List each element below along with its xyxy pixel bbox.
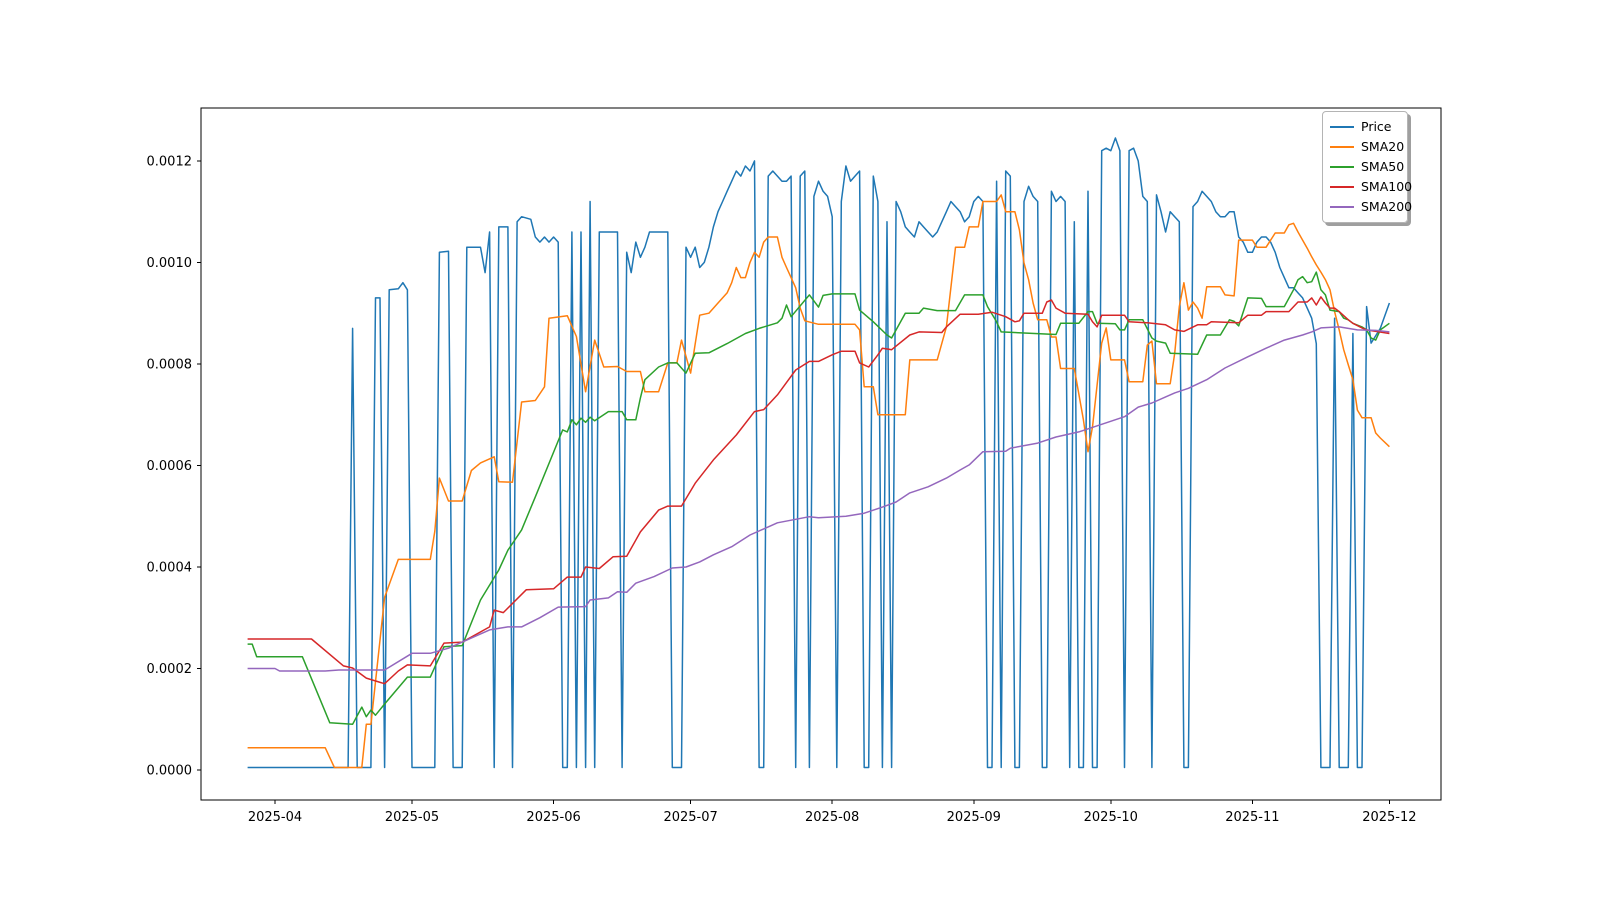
legend-label: SMA200: [1361, 199, 1413, 214]
legend-label: SMA20: [1361, 139, 1405, 154]
x-tick-label: 2025-10: [1084, 810, 1138, 825]
x-tick-label: 2025-07: [663, 810, 717, 825]
legend-line-swatch-sma100: [1330, 186, 1354, 188]
x-tick-label: 2025-06: [526, 810, 580, 825]
x-tick-label: 2025-12: [1362, 810, 1416, 825]
x-tick-label: 2025-08: [805, 810, 859, 825]
x-tick-label: 2025-11: [1225, 810, 1279, 825]
series-line-price: [247, 137, 1391, 769]
y-tick-label: 0.0004: [147, 560, 193, 575]
x-tick-label: 2025-04: [248, 810, 302, 825]
y-tick-label: 0.0006: [147, 459, 193, 474]
y-tick-label: 0.0012: [147, 154, 193, 169]
plot-border: [200, 107, 1442, 801]
legend-line-swatch-sma200: [1330, 206, 1354, 208]
legend-item-price: Price: [1330, 117, 1401, 137]
x-tick-label: 2025-05: [385, 810, 439, 825]
series-line-sma200: [247, 326, 1390, 672]
legend-item-sma50: SMA50: [1330, 157, 1405, 177]
y-tick-label: 0.0008: [147, 357, 193, 372]
series-line-sma100: [247, 296, 1390, 685]
legend-label: SMA100: [1361, 179, 1413, 194]
legend-line-swatch-price: [1330, 126, 1354, 128]
x-tick-label: 2025-09: [947, 810, 1001, 825]
series-line-sma50: [247, 271, 1390, 726]
legend-item-sma20: SMA20: [1330, 137, 1405, 157]
legend-item-sma100: SMA100: [1330, 177, 1412, 197]
legend-line-swatch-sma50: [1330, 166, 1354, 168]
y-tick-label: 0.0002: [147, 662, 193, 677]
y-tick-label: 0.0000: [147, 764, 193, 779]
legend: Price SMA20 SMA50 SMA100 SMA200: [1322, 111, 1412, 223]
legend-label: Price: [1361, 119, 1392, 134]
legend-item-sma200: SMA200: [1330, 197, 1412, 217]
legend-label: SMA50: [1361, 159, 1405, 174]
y-tick-label: 0.0010: [147, 256, 193, 271]
series-line-sma20: [247, 194, 1390, 769]
legend-line-swatch-sma20: [1330, 146, 1354, 148]
